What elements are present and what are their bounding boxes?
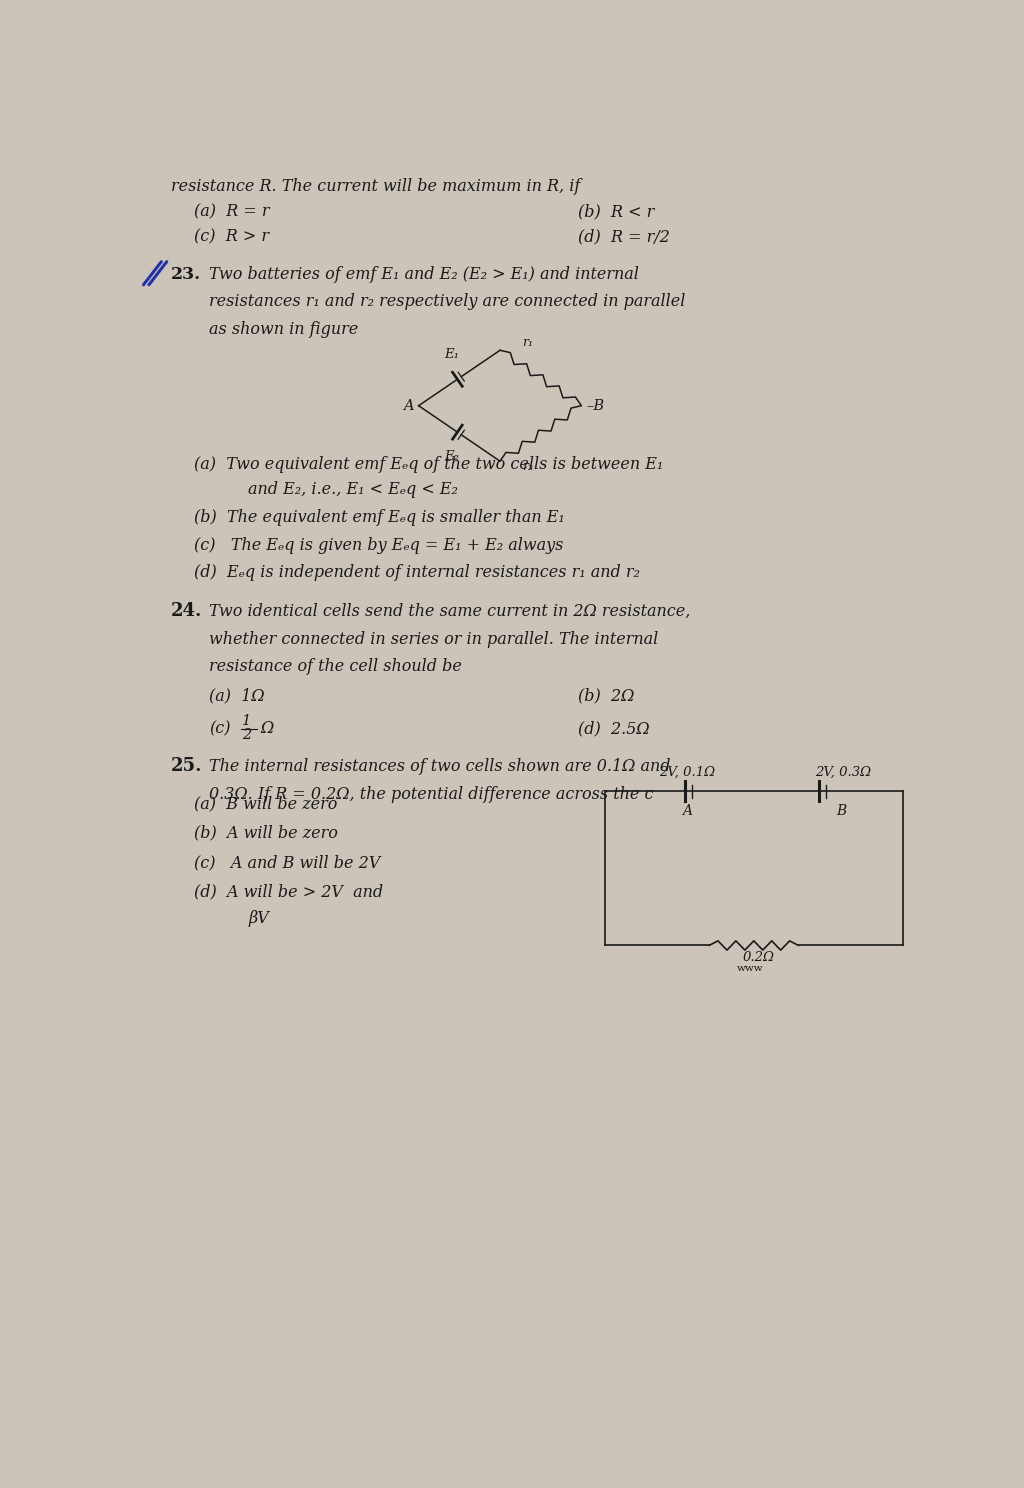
Text: (d)  2.5Ω: (d) 2.5Ω	[578, 720, 649, 737]
Text: βV: βV	[248, 911, 269, 927]
Text: (b)  A will be zero: (b) A will be zero	[194, 824, 338, 842]
Text: (b)  R < r: (b) R < r	[578, 204, 653, 220]
Text: as shown in figure: as shown in figure	[209, 321, 358, 338]
Text: (a)  Two equivalent emf Eₑq of the two cells is between E₁: (a) Two equivalent emf Eₑq of the two ce…	[194, 455, 664, 473]
Text: 2: 2	[242, 728, 251, 743]
Text: (c)  R > r: (c) R > r	[194, 229, 269, 246]
Text: (a)  B will be zero: (a) B will be zero	[194, 796, 337, 812]
Text: 2V, 0.1Ω: 2V, 0.1Ω	[658, 766, 715, 780]
Text: 0.2Ω: 0.2Ω	[743, 951, 775, 964]
Text: resistances r₁ and r₂ respectively are connected in parallel: resistances r₁ and r₂ respectively are c…	[209, 293, 686, 311]
Text: E₂: E₂	[444, 449, 459, 463]
Text: E₁: E₁	[444, 348, 459, 362]
Text: 25.: 25.	[171, 757, 202, 775]
Text: and E₂, i.e., E₁ < Eₑq < E₂: and E₂, i.e., E₁ < Eₑq < E₂	[248, 481, 458, 498]
Text: The internal resistances of two cells shown are 0.1Ω and: The internal resistances of two cells sh…	[209, 759, 671, 775]
Text: A: A	[403, 399, 414, 414]
Text: (c): (c)	[209, 720, 230, 737]
Text: Two batteries of emf E₁ and E₂ (E₂ > E₁) and internal: Two batteries of emf E₁ and E₂ (E₂ > E₁)…	[209, 266, 639, 283]
Text: 23.: 23.	[171, 266, 201, 283]
Text: (c)   The Eₑq is given by Eₑq = E₁ + E₂ always: (c) The Eₑq is given by Eₑq = E₁ + E₂ al…	[194, 537, 563, 554]
Text: (d)  Eₑq is independent of internal resistances r₁ and r₂: (d) Eₑq is independent of internal resis…	[194, 564, 640, 582]
Text: (d)  R = r/2: (d) R = r/2	[578, 229, 670, 246]
Text: (a)  R = r: (a) R = r	[194, 204, 269, 220]
Text: resistance R. The current will be maximum in R, if: resistance R. The current will be maximu…	[171, 179, 580, 195]
Text: whether connected in series or in parallel. The internal: whether connected in series or in parall…	[209, 631, 658, 647]
Text: www: www	[736, 964, 763, 973]
Text: (b)  The equivalent emf Eₑq is smaller than E₁: (b) The equivalent emf Eₑq is smaller th…	[194, 509, 564, 525]
Text: r₂: r₂	[521, 460, 532, 473]
Text: –B: –B	[586, 399, 604, 414]
Text: r₁: r₁	[521, 336, 532, 348]
Text: Ω: Ω	[260, 720, 273, 737]
Text: B: B	[837, 804, 847, 817]
Text: (d)  A will be > 2V  and: (d) A will be > 2V and	[194, 884, 383, 900]
Text: (c)   A and B will be 2V: (c) A and B will be 2V	[194, 854, 380, 870]
Text: A: A	[682, 804, 692, 817]
Text: 0.3Ω. If R = 0.2Ω, the potential difference across the c: 0.3Ω. If R = 0.2Ω, the potential differe…	[209, 786, 654, 804]
Text: 24.: 24.	[171, 603, 202, 620]
Text: (a)  1Ω: (a) 1Ω	[209, 687, 265, 705]
Text: 1: 1	[242, 714, 251, 728]
Text: Two identical cells send the same current in 2Ω resistance,: Two identical cells send the same curren…	[209, 603, 691, 620]
Text: 2V, 0.3Ω: 2V, 0.3Ω	[815, 766, 870, 780]
Text: (b)  2Ω: (b) 2Ω	[578, 687, 634, 705]
Text: resistance of the cell should be: resistance of the cell should be	[209, 658, 462, 676]
